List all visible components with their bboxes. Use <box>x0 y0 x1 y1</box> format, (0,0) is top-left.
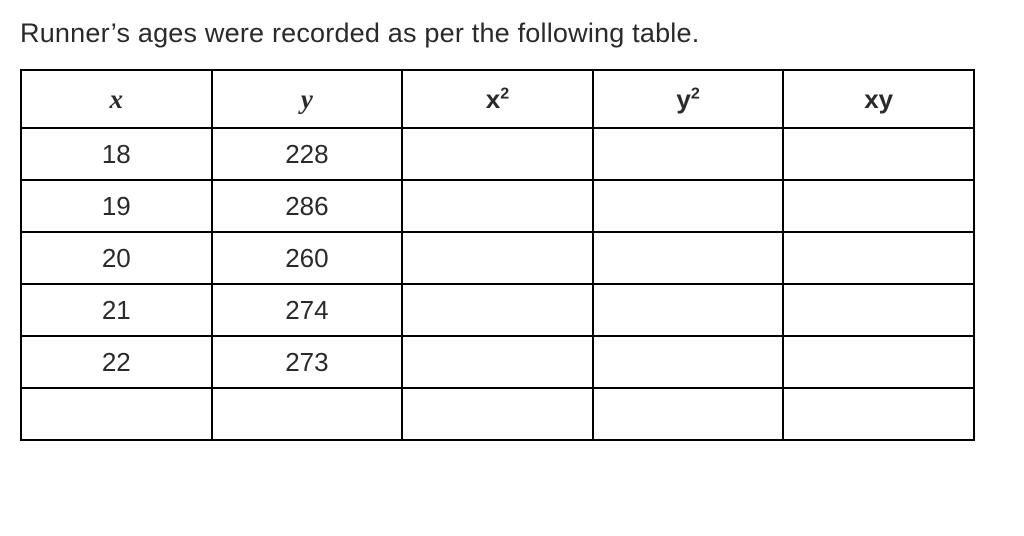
cell <box>21 388 212 440</box>
table-row: 21 274 <box>21 284 974 336</box>
cell <box>783 284 974 336</box>
cell: 22 <box>21 336 212 388</box>
cell <box>402 284 593 336</box>
col-header-x: x <box>21 70 212 128</box>
col-header-x2-base: x <box>486 84 500 114</box>
col-header-xy: xy <box>783 70 974 128</box>
col-header-x2-sup: 2 <box>500 84 509 102</box>
data-table: x y x2 y2 xy 18 228 19 286 <box>20 69 975 441</box>
col-header-y: y <box>212 70 403 128</box>
cell <box>783 336 974 388</box>
table-row: 18 228 <box>21 128 974 180</box>
cell <box>593 232 784 284</box>
col-header-x-label: x <box>110 84 124 114</box>
cell <box>593 336 784 388</box>
table-caption: Runner’s ages were recorded as per the f… <box>20 18 1004 49</box>
cell: 228 <box>212 128 403 180</box>
cell <box>593 180 784 232</box>
cell <box>402 336 593 388</box>
table-row: 19 286 <box>21 180 974 232</box>
cell <box>402 388 593 440</box>
table-row <box>21 388 974 440</box>
cell <box>783 128 974 180</box>
col-header-x2: x2 <box>402 70 593 128</box>
cell <box>783 180 974 232</box>
col-header-y2: y2 <box>593 70 784 128</box>
cell: 274 <box>212 284 403 336</box>
header-row: x y x2 y2 xy <box>21 70 974 128</box>
cell: 260 <box>212 232 403 284</box>
cell <box>593 388 784 440</box>
table-row: 20 260 <box>21 232 974 284</box>
cell <box>593 284 784 336</box>
cell <box>402 180 593 232</box>
cell: 19 <box>21 180 212 232</box>
cell <box>402 128 593 180</box>
cell <box>783 388 974 440</box>
cell <box>212 388 403 440</box>
col-header-y-label: y <box>301 84 313 114</box>
cell: 20 <box>21 232 212 284</box>
cell <box>593 128 784 180</box>
cell: 18 <box>21 128 212 180</box>
col-header-y2-sup: 2 <box>691 84 700 102</box>
col-header-y2-base: y <box>676 84 690 114</box>
cell <box>783 232 974 284</box>
cell: 286 <box>212 180 403 232</box>
col-header-xy-label: xy <box>864 84 893 114</box>
table-row: 22 273 <box>21 336 974 388</box>
cell <box>402 232 593 284</box>
cell: 273 <box>212 336 403 388</box>
cell: 21 <box>21 284 212 336</box>
